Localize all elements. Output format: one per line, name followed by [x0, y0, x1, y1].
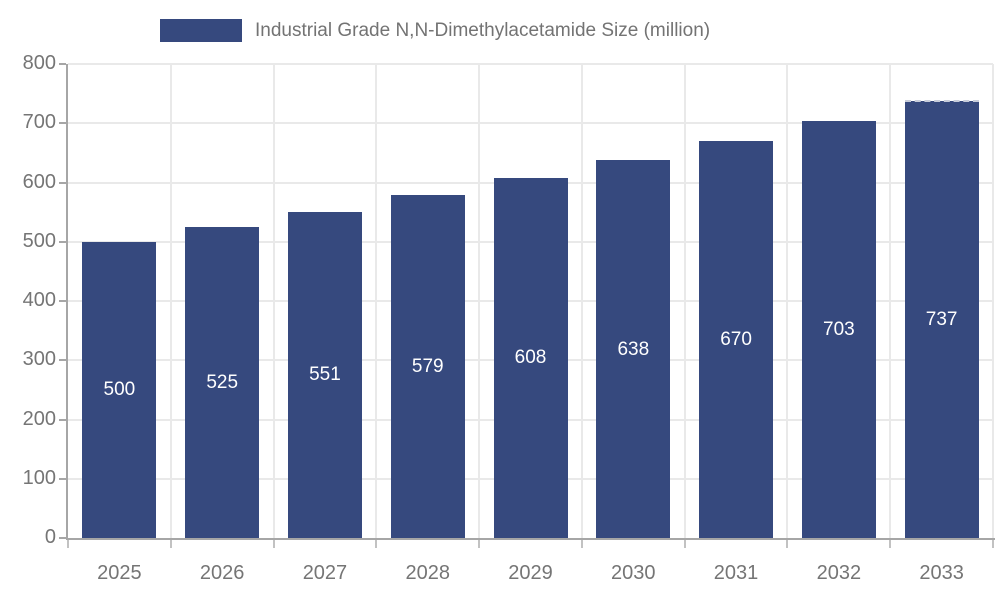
y-tick-mark [59, 359, 66, 362]
bar-slot: 608 [479, 64, 582, 538]
gridline-v [580, 64, 583, 538]
x-tick-mark [67, 540, 69, 548]
legend-label[interactable]: Industrial Grade N,N-Dimethylacetamide S… [255, 19, 711, 41]
bar-slot: 525 [171, 64, 274, 538]
gridline-v [169, 64, 172, 538]
x-tick-mark [786, 540, 789, 548]
bars-container: 500 525 551 579 608 638 670 703 737 [68, 64, 993, 538]
y-tick-label: 500 [22, 229, 56, 252]
bar[interactable]: 500 [82, 241, 157, 538]
bar-value-label: 638 [617, 338, 650, 360]
x-tick-mark [169, 540, 172, 548]
bar-value-label: 500 [103, 379, 136, 401]
bar-value-label: 737 [925, 309, 958, 331]
x-tick-label: 2026 [199, 562, 245, 584]
bar[interactable]: 608 [493, 177, 568, 538]
y-tick-mark [59, 63, 66, 65]
bar-slot: 703 [787, 64, 890, 538]
x-tick-label: 2025 [97, 562, 142, 584]
bar-value-label: 579 [411, 355, 444, 377]
x-tick-mark [478, 540, 481, 548]
x-tick-mark [992, 540, 994, 548]
y-tick-label: 700 [22, 111, 56, 134]
bar-value-label: 551 [309, 364, 341, 386]
bar-slot: 500 [68, 64, 171, 538]
gridline-v [683, 64, 686, 538]
bar[interactable]: 737 [904, 100, 979, 538]
gridline-v [375, 64, 378, 538]
y-tick-mark [59, 122, 66, 125]
bar-value-label: 608 [514, 347, 547, 369]
gridline-v [272, 64, 275, 538]
y-tick-mark [59, 300, 66, 302]
x-tick-mark [683, 540, 686, 548]
y-tick-mark [59, 181, 66, 184]
x-tick-label: 2032 [816, 562, 862, 584]
bar[interactable]: 525 [185, 226, 260, 538]
y-tick-label: 800 [22, 52, 56, 74]
x-tick-label: 2031 [713, 562, 759, 584]
bar-slot: 638 [582, 64, 685, 538]
gridline-h [68, 63, 993, 65]
y-tick-label: 300 [22, 348, 56, 371]
x-tick-label: 2030 [611, 562, 656, 584]
gridline-v [889, 64, 892, 538]
x-tick-label: 2027 [302, 562, 348, 584]
x-tick-mark [272, 540, 275, 548]
bar[interactable]: 638 [596, 160, 671, 538]
bar-slot: 551 [274, 64, 377, 538]
bar-slot: 579 [376, 64, 479, 538]
y-tick-label: 200 [22, 407, 56, 430]
bar-value-label: 703 [823, 319, 855, 341]
x-tick-label: 2029 [508, 562, 553, 584]
y-tick-mark [59, 240, 66, 243]
gridline-v [786, 64, 789, 538]
bar[interactable]: 703 [801, 121, 876, 538]
x-axis-line [66, 538, 995, 540]
legend[interactable]: Industrial Grade N,N-Dimethylacetamide S… [160, 19, 710, 42]
y-tick-label: 600 [22, 170, 56, 193]
y-tick-label: 0 [44, 526, 56, 548]
bar[interactable]: 670 [699, 141, 774, 538]
gridline-h [68, 122, 993, 125]
x-tick-label: 2028 [405, 562, 450, 584]
y-tick-label: 100 [22, 466, 56, 489]
y-tick-label: 400 [22, 289, 56, 311]
y-axis-line [66, 64, 68, 540]
bar-value-label: 525 [206, 371, 239, 393]
gridline-v [478, 64, 481, 538]
x-tick-mark [889, 540, 892, 548]
x-tick-mark [375, 540, 378, 548]
y-tick-mark [59, 537, 66, 539]
bar-slot: 670 [685, 64, 788, 538]
legend-swatch[interactable] [160, 19, 242, 42]
bar-slot: 737 [890, 64, 993, 538]
bar[interactable]: 551 [287, 211, 362, 538]
x-tick-label: 2033 [919, 562, 964, 584]
bar[interactable]: 579 [390, 194, 465, 538]
gridline-v [992, 64, 994, 538]
x-tick-mark [580, 540, 583, 548]
y-tick-mark [59, 477, 66, 480]
bar-value-label: 670 [720, 329, 752, 351]
y-tick-mark [59, 418, 66, 421]
